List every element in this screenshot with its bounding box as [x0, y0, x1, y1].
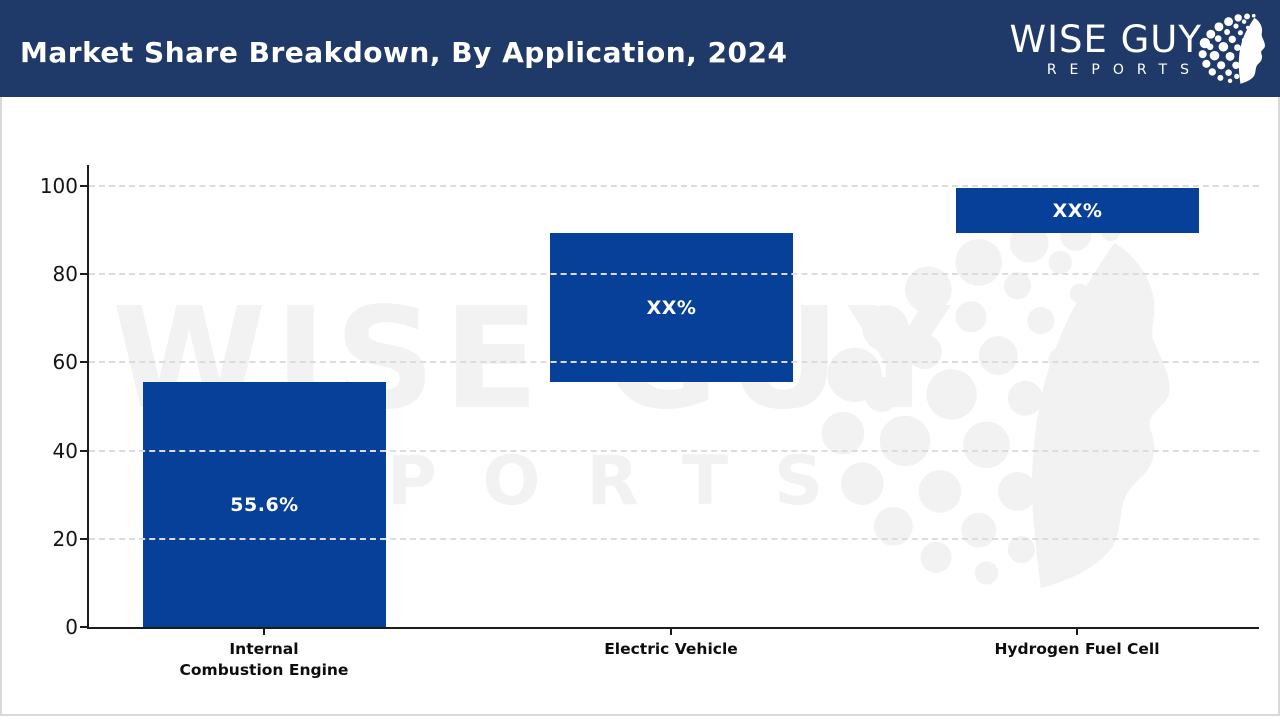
logo-brand-text: WISE GUY [1009, 18, 1202, 61]
gridline-100 [89, 185, 1259, 187]
x-category-label: Hydrogen Fuel Cell [994, 640, 1160, 658]
x-category-label: Internal Combustion Engine [179, 640, 349, 679]
y-tick-mark [80, 185, 88, 187]
y-axis-line [87, 165, 89, 629]
y-tick-label: 80 [52, 262, 78, 286]
x-axis-line [87, 627, 1259, 629]
gridline-60 [89, 361, 1259, 363]
wise-guy-reports-logo: WISE GUY REPORTS [1010, 4, 1270, 94]
logo-text: WISE GUY REPORTS [1009, 18, 1202, 79]
header: Market Share Breakdown, By Application, … [0, 0, 1280, 97]
gridline-40 [89, 450, 1259, 452]
gridline-20 [89, 538, 1259, 540]
bar-3: XX% [956, 188, 1199, 233]
gridline-80 [89, 273, 1259, 275]
y-tick-label: 20 [52, 527, 78, 551]
logo-head-icon [1196, 8, 1270, 90]
bar-value-label: XX% [646, 296, 697, 319]
logo-sub-text: REPORTS [1046, 62, 1202, 78]
bar-value-label: 55.6% [230, 493, 299, 516]
bar-2: XX% [550, 233, 793, 382]
bar-1: 55.6% [143, 382, 386, 627]
y-tick-label: 0 [65, 615, 78, 639]
bar-value-label: XX% [1052, 199, 1103, 222]
x-tick-mark [1076, 629, 1078, 635]
y-tick-label: 60 [52, 350, 78, 374]
y-tick-mark [80, 538, 88, 540]
y-tick-mark [80, 361, 88, 363]
y-tick-label: 40 [52, 439, 78, 463]
x-tick-mark [263, 629, 265, 635]
y-tick-mark [80, 626, 88, 628]
chart-title: Market Share Breakdown, By Application, … [20, 36, 788, 69]
y-tick-label: 100 [39, 174, 78, 198]
y-tick-mark [80, 273, 88, 275]
x-tick-mark [670, 629, 672, 635]
x-category-label: Electric Vehicle [604, 640, 738, 658]
y-tick-mark [80, 450, 88, 452]
